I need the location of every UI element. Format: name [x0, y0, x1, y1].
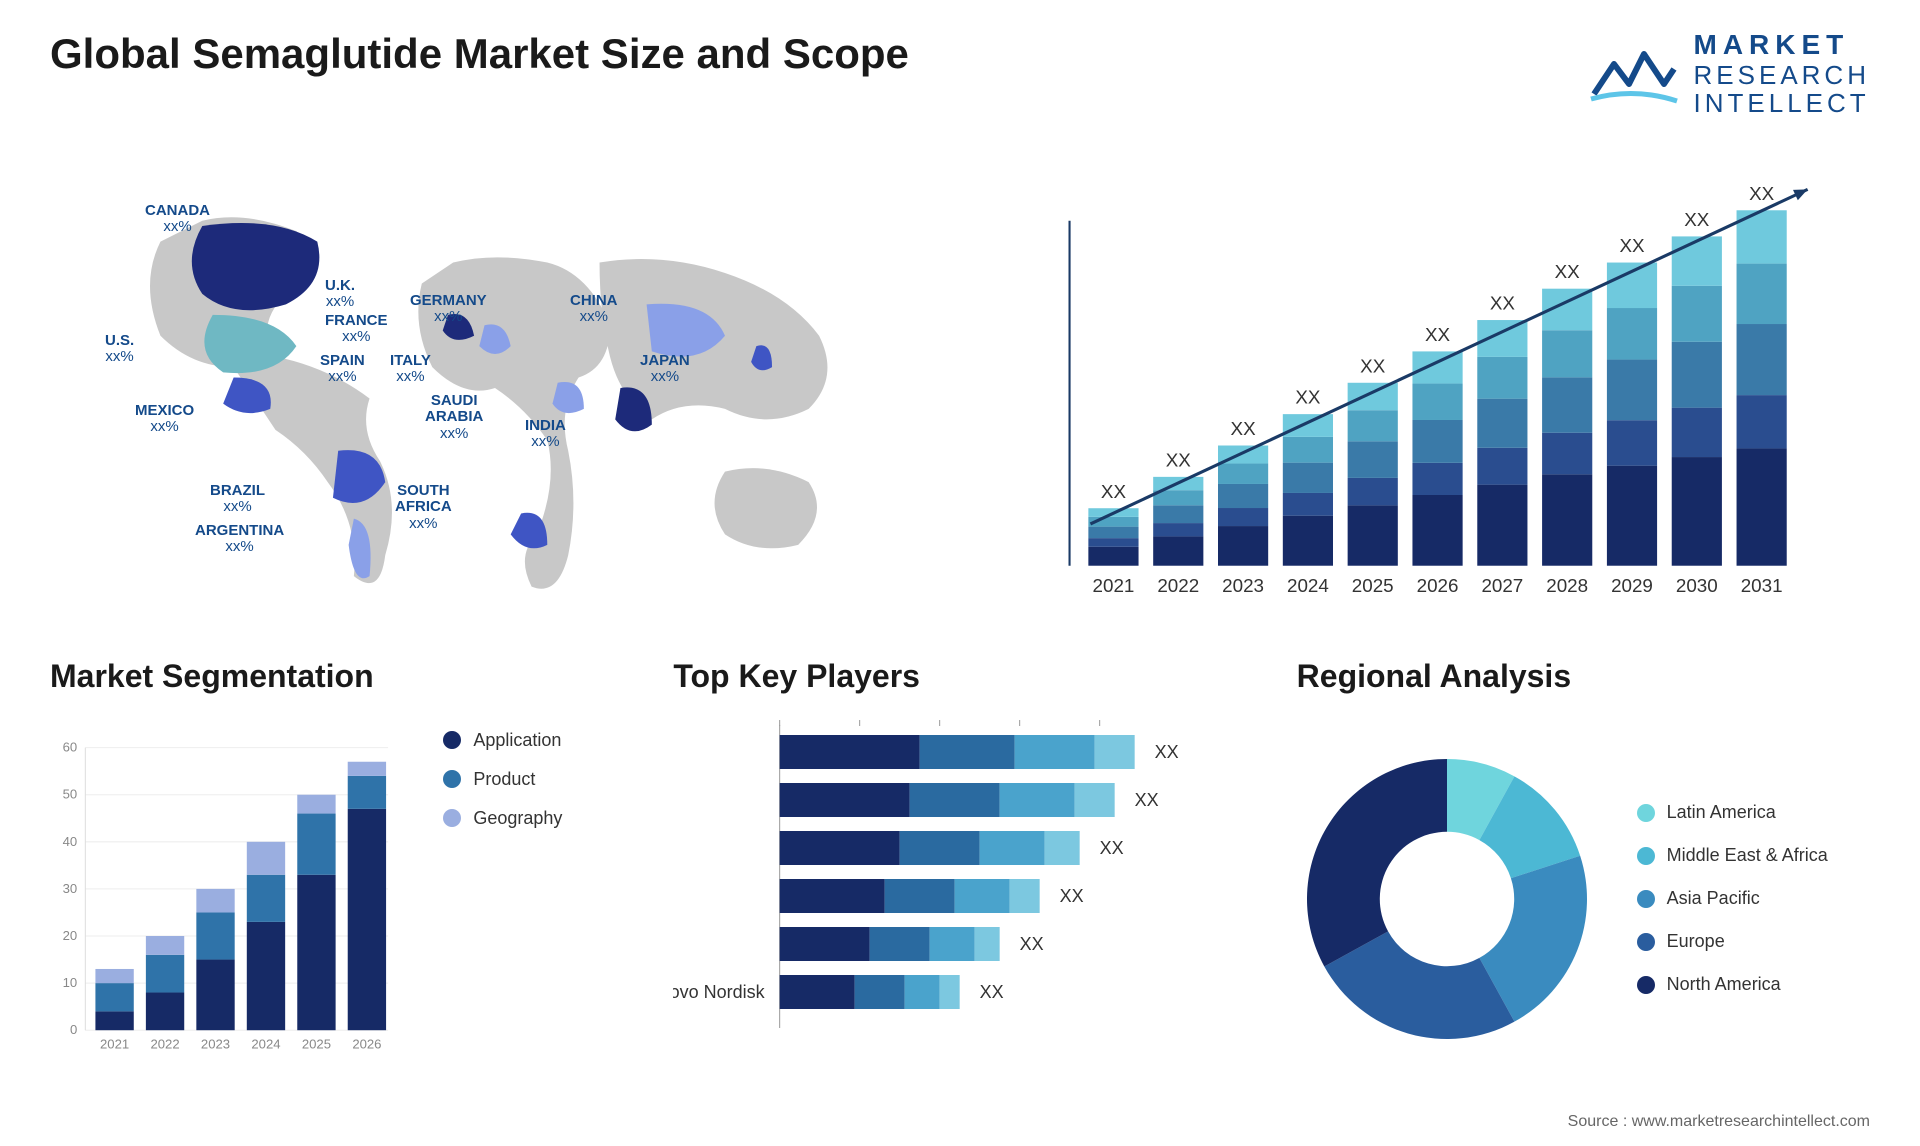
map-label: CHINAxx% [570, 293, 618, 326]
map-label: ITALYxx% [390, 353, 431, 386]
brand-logo: MARKET RESEARCH INTELLECT [1589, 30, 1870, 118]
regional-panel: Regional Analysis Latin America Middle Ea… [1297, 658, 1870, 1078]
map-label: SAUDIARABIAxx% [425, 393, 483, 443]
map-label: CANADAxx% [145, 203, 210, 236]
svg-text:2026: 2026 [1417, 575, 1459, 596]
legend-item: Asia Pacific [1637, 888, 1828, 909]
map-label: U.K.xx% [325, 278, 355, 311]
map-label: SOUTHAFRICAxx% [395, 483, 452, 533]
legend-item: Middle East & Africa [1637, 845, 1828, 866]
logo-icon [1589, 39, 1679, 109]
regional-legend: Latin America Middle East & Africa Asia Pa… [1637, 802, 1828, 995]
page-title: Global Semaglutide Market Size and Scope [50, 30, 909, 78]
map-label: JAPANxx% [640, 353, 690, 386]
svg-text:2027: 2027 [1481, 575, 1523, 596]
svg-text:2023: 2023 [1222, 575, 1264, 596]
svg-text:2024: 2024 [251, 1036, 280, 1051]
map-label: ARGENTINAxx% [195, 523, 284, 556]
svg-text:60: 60 [63, 740, 78, 755]
segmentation-panel: Market Segmentation 0 10 20 30 40 50 60 2021 202… [50, 658, 623, 1078]
map-label: BRAZILxx% [210, 483, 265, 516]
svg-text:10: 10 [63, 975, 78, 990]
logo-line3: INTELLECT [1694, 89, 1870, 118]
map-label: FRANCExx% [325, 313, 388, 346]
legend-item: Product [443, 769, 623, 790]
svg-text:XX: XX [1555, 261, 1581, 282]
svg-text:2025: 2025 [1352, 575, 1394, 596]
map-label: MEXICOxx% [135, 403, 194, 436]
svg-text:XX: XX [1295, 387, 1321, 408]
svg-text:XX: XX [1020, 934, 1044, 954]
svg-text:XX: XX [1135, 790, 1159, 810]
logo-line2: RESEARCH [1694, 61, 1870, 90]
svg-text:XX: XX [1360, 355, 1386, 376]
map-label: GERMANYxx% [410, 293, 487, 326]
growth-chart: 2021 XX 2022 XX 2023 XX 2024 XX 2025 XX 2026 XX 2027… [980, 158, 1870, 618]
svg-text:XX: XX [1155, 742, 1179, 762]
svg-text:2022: 2022 [1157, 575, 1199, 596]
svg-text:2021: 2021 [1093, 575, 1135, 596]
map-label: U.S.xx% [105, 333, 134, 366]
key-players-title: Top Key Players [673, 658, 1246, 695]
logo-line1: MARKET [1694, 30, 1870, 61]
legend-item: Latin America [1637, 802, 1828, 823]
svg-text:20: 20 [63, 928, 78, 943]
segmentation-legend: Application Product Geography [443, 730, 623, 1078]
svg-text:XX: XX [1684, 209, 1710, 230]
svg-text:50: 50 [63, 787, 78, 802]
svg-text:XX: XX [1060, 886, 1084, 906]
svg-text:40: 40 [63, 834, 78, 849]
svg-text:2030: 2030 [1676, 575, 1718, 596]
regional-title: Regional Analysis [1297, 658, 1870, 695]
svg-text:XX: XX [1101, 481, 1127, 502]
svg-text:2026: 2026 [352, 1036, 381, 1051]
svg-text:XX: XX [1619, 235, 1645, 256]
svg-text:2023: 2023 [201, 1036, 230, 1051]
svg-text:0: 0 [70, 1022, 77, 1037]
svg-text:2025: 2025 [302, 1036, 331, 1051]
svg-text:2022: 2022 [150, 1036, 179, 1051]
legend-item: Application [443, 730, 623, 751]
map-label: SPAINxx% [320, 353, 365, 386]
svg-text:Novo Nordisk: Novo Nordisk [673, 982, 766, 1002]
legend-item: Europe [1637, 931, 1828, 952]
svg-text:2021: 2021 [100, 1036, 129, 1051]
svg-text:XX: XX [1749, 183, 1775, 204]
svg-text:XX: XX [1166, 449, 1192, 470]
svg-text:XX: XX [980, 982, 1004, 1002]
svg-text:XX: XX [1231, 418, 1257, 439]
legend-item: Geography [443, 808, 623, 829]
source-text: Source : www.marketresearchintellect.com [1568, 1113, 1870, 1131]
world-map-panel: CANADAxx% U.S.xx% MEXICOxx% BRAZILxx% ARGENT… [50, 158, 940, 618]
svg-text:2028: 2028 [1546, 575, 1588, 596]
svg-text:XX: XX [1425, 324, 1451, 345]
map-label: INDIAxx% [525, 418, 566, 451]
legend-item: North America [1637, 974, 1828, 995]
svg-text:2024: 2024 [1287, 575, 1329, 596]
svg-text:XX: XX [1490, 293, 1516, 314]
segmentation-title: Market Segmentation [50, 658, 623, 695]
svg-text:2031: 2031 [1741, 575, 1783, 596]
key-players-panel: Top Key Players XX XX XX XX XX XX Novo Nordisk [673, 658, 1246, 1078]
svg-text:2029: 2029 [1611, 575, 1653, 596]
svg-text:30: 30 [63, 881, 78, 896]
svg-text:XX: XX [1100, 838, 1124, 858]
